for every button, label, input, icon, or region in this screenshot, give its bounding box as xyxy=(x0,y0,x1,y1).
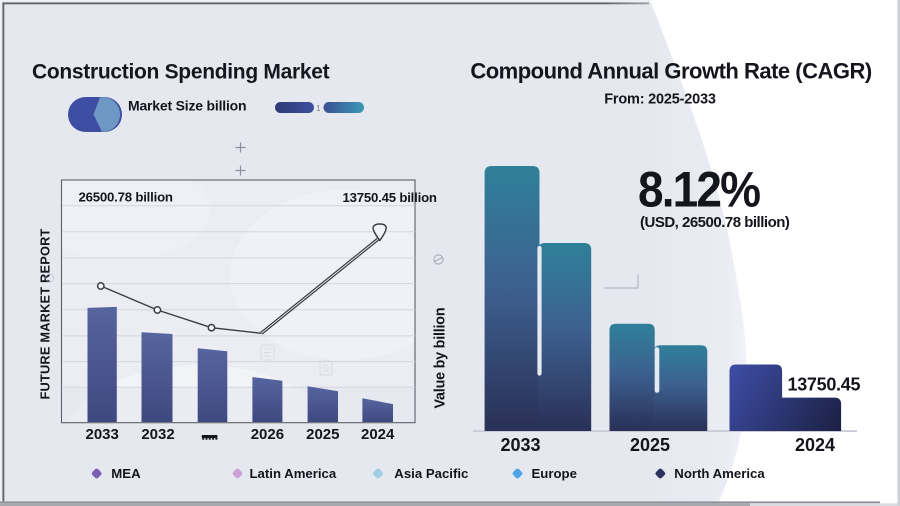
svg-text:2025: 2025 xyxy=(306,426,339,443)
svg-text:2033: 2033 xyxy=(500,435,540,455)
svg-text:2032: 2032 xyxy=(141,426,174,443)
svg-text:(USD, 26500.78 billion): (USD, 26500.78 billion) xyxy=(640,214,790,231)
svg-text:From: 2025-2033: From: 2025-2033 xyxy=(604,92,716,108)
svg-text:1: 1 xyxy=(316,104,321,113)
svg-text:26500.78 billion: 26500.78 billion xyxy=(79,190,173,205)
svg-text:FUTURE MARKET REPORT: FUTURE MARKET REPORT xyxy=(38,228,53,399)
svg-text:Europe: Europe xyxy=(532,466,577,481)
svg-text:Asia Pacific: Asia Pacific xyxy=(394,466,468,481)
svg-text:Compound Annual Growth Rate (C: Compound Annual Growth Rate (CAGR) xyxy=(470,59,872,84)
svg-text:2026: 2026 xyxy=(251,426,284,443)
svg-text:2025: 2025 xyxy=(630,435,670,455)
svg-text:8.12%: 8.12% xyxy=(638,163,760,218)
svg-text:MEA: MEA xyxy=(111,466,141,481)
svg-text:Construction Spending Market: Construction Spending Market xyxy=(32,61,330,84)
svg-text:2033: 2033 xyxy=(86,426,119,443)
svg-text:Market Size billion: Market Size billion xyxy=(128,98,246,114)
svg-text:2024: 2024 xyxy=(361,426,395,443)
svg-text:Value by billion: Value by billion xyxy=(433,308,449,409)
svg-text:2024: 2024 xyxy=(795,435,835,455)
svg-text:13750.45: 13750.45 xyxy=(788,374,861,394)
svg-text:Latin America: Latin America xyxy=(250,466,337,481)
svg-text:13750.45 billion: 13750.45 billion xyxy=(343,190,437,205)
svg-text:North America: North America xyxy=(674,466,765,481)
